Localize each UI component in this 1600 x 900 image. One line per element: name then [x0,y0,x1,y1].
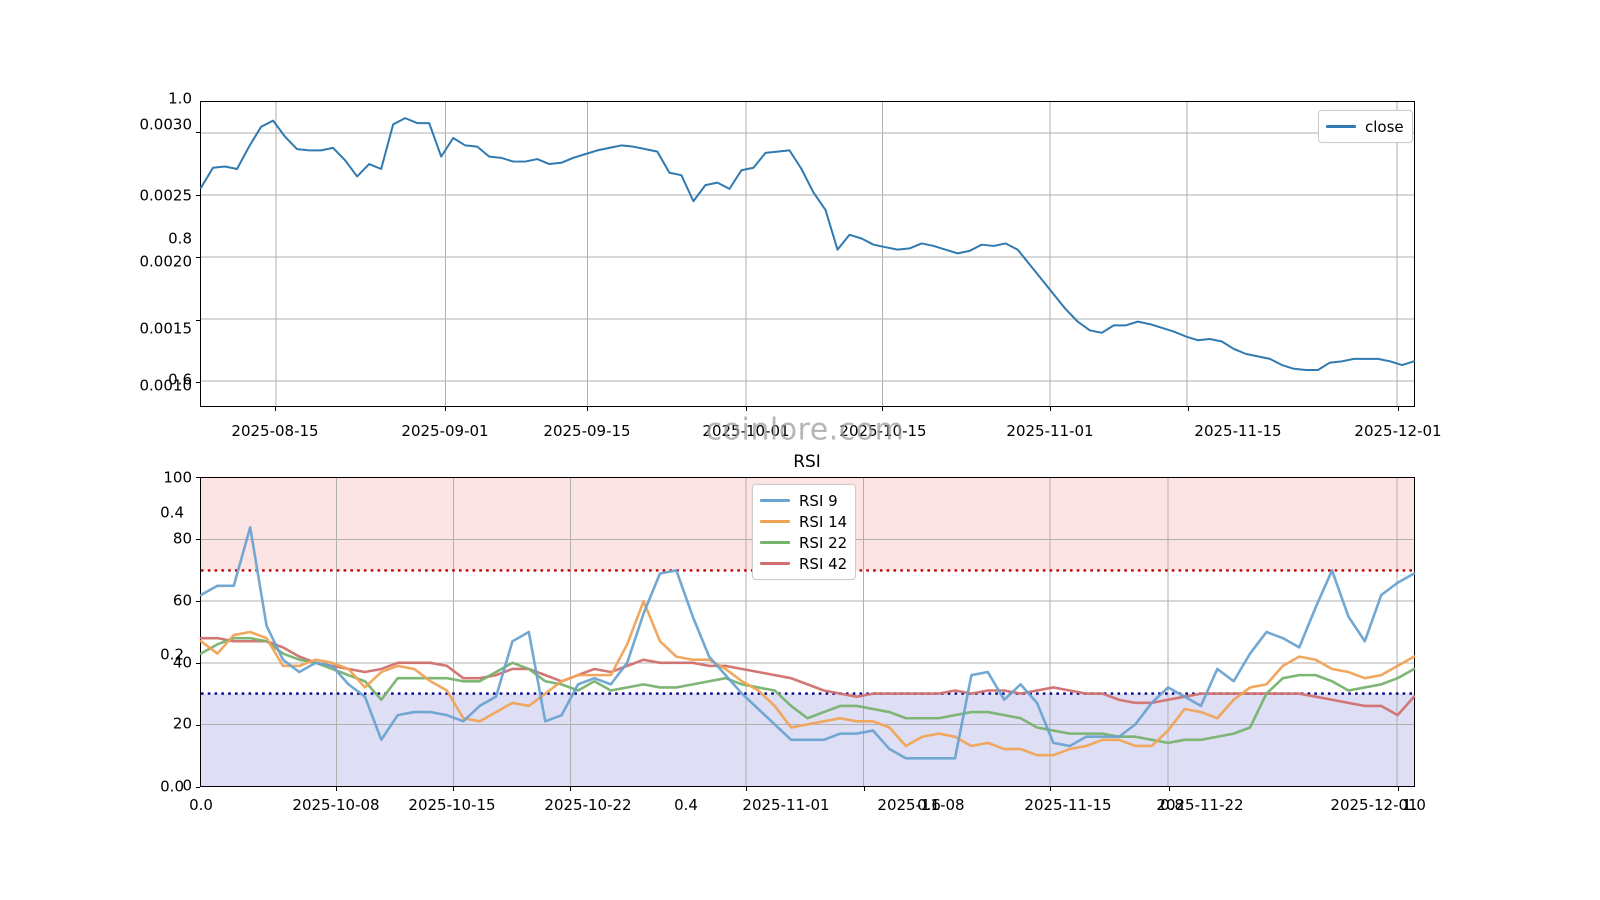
price-xtick-mark-2 [586,407,588,411]
rsi-xtick-mark-5 [1050,787,1052,791]
rsi-xtick-1: 2025-10-15 [408,796,496,814]
rsi-ytick-mark-1 [196,725,200,726]
rsi-ytick-phantom-1: 0.2 [160,645,184,664]
price-ytick-mark-3 [196,194,200,196]
legend-item-close[interactable]: close [1326,116,1404,137]
rsi-xtick-mark-0 [335,787,337,791]
legend-item-rsi14[interactable]: RSI 14 [760,511,847,532]
price-xtick-mark-7 [1397,407,1399,411]
rsi-xtick-phantom-2: 0.6 [917,796,941,814]
rsi-xtick-phantom-4: 1.0 [1402,796,1426,814]
rsi-ytick-mark-3 [196,601,200,602]
price-xtick-4: 2025-10-15 [839,422,927,440]
price-xtick-2: 2025-09-15 [543,422,631,440]
rsi-xtick-3: 2025-11-01 [742,796,830,814]
price-xtick-mark-1 [444,407,446,411]
rsi-ytick-5: 100 [163,468,192,487]
legend-swatch-rsi9 [760,499,790,502]
rsi-xtick-6: 2025-11-22 [1156,796,1244,814]
price-ytick-mark-4 [196,132,200,134]
price-ytick-mark-1 [196,319,200,321]
price-ytick-3: 0.0025 [139,186,193,205]
rsi-xtick-2: 2025-10-22 [544,796,632,814]
price-ytick-mark-0 [196,382,200,384]
price-ytick-phantom-2: 1.0 [168,89,192,108]
legend-item-rsi22[interactable]: RSI 22 [760,532,847,553]
rsi-xtick-mark-1 [453,787,455,791]
legend-swatch-close [1326,125,1356,128]
rsi-ytick-mark-4 [196,539,200,540]
legend-label-close: close [1365,117,1404,136]
price-xtick-mark-6 [1187,407,1189,411]
rsi-xtick-mark-3 [746,787,748,791]
price-xtick-7: 2025-12-01 [1354,422,1442,440]
rsi-ytick-2: 40 [172,653,192,672]
price-ytick-0: 0.0010 [139,376,193,395]
rsi-xtick-mark-7 [1397,787,1399,791]
price-ytick-phantom-0: 0.6 [168,370,192,389]
price-xtick-mark-5 [1050,407,1052,411]
rsi-ytick-0: 0 [182,776,192,795]
price-chart-panel [200,101,1415,407]
legend-label-rsi14: RSI 14 [799,512,848,531]
legend-item-rsi9[interactable]: RSI 9 [760,490,847,511]
price-xtick-mark-0 [275,407,277,411]
rsi-ytick-mark-2 [196,663,200,664]
rsi-ytick-3: 60 [172,591,192,610]
rsi-xtick-phantom-3: 0.8 [1160,796,1184,814]
price-ytick-phantom-1: 0.8 [168,229,192,248]
rsi-xtick-7: 2025-12-01 [1330,796,1418,814]
legend-label-rsi42: RSI 42 [799,554,848,573]
price-ytick-1: 0.0015 [139,319,193,338]
price-xtick-mark-4 [882,407,884,411]
rsi-xtick-0: 2025-10-08 [292,796,380,814]
price-ytick-2: 0.0020 [139,252,193,271]
legend-label-rsi9: RSI 9 [799,491,838,510]
rsi-xtick-mark-2 [569,787,571,791]
price-xtick-3: 2025-10-01 [702,422,790,440]
rsi-ytick-4: 80 [172,529,192,548]
rsi-ytick-mark-0 [196,787,200,788]
rsi-chart-title: RSI [793,452,821,472]
price-xtick-5: 2025-11-01 [1006,422,1094,440]
rsi-xtick-mark-4 [863,787,865,791]
rsi-xtick-phantom-0: 0.0 [189,796,213,814]
rsi-ytick-phantom-0: 0.0 [160,777,184,796]
rsi-xtick-4: 2025-11-08 [877,796,965,814]
rsi-xtick-phantom-1: 0.4 [674,796,698,814]
rsi-ytick-phantom-2: 0.4 [160,503,184,522]
price-xtick-0: 2025-08-15 [231,422,319,440]
price-ytick-mark-2 [196,257,200,259]
legend-swatch-rsi14 [760,520,790,523]
price-xtick-6: 2025-11-15 [1194,422,1282,440]
price-ytick-4: 0.0030 [139,115,193,134]
rsi-xtick-mark-6 [1168,787,1170,791]
legend-label-rsi22: RSI 22 [799,533,848,552]
legend-swatch-rsi22 [760,541,790,544]
price-xtick-1: 2025-09-01 [401,422,489,440]
price-plot-area [200,102,1415,406]
price-xtick-mark-3 [746,407,748,411]
price-legend[interactable]: close [1318,110,1413,143]
rsi-ytick-1: 20 [172,714,192,733]
legend-item-rsi42[interactable]: RSI 42 [760,553,847,574]
rsi-ytick-mark-5 [196,477,200,478]
rsi-legend[interactable]: RSI 9 RSI 14 RSI 22 RSI 42 [752,484,857,580]
rsi-xtick-5: 2025-11-15 [1024,796,1112,814]
legend-swatch-rsi42 [760,562,790,565]
